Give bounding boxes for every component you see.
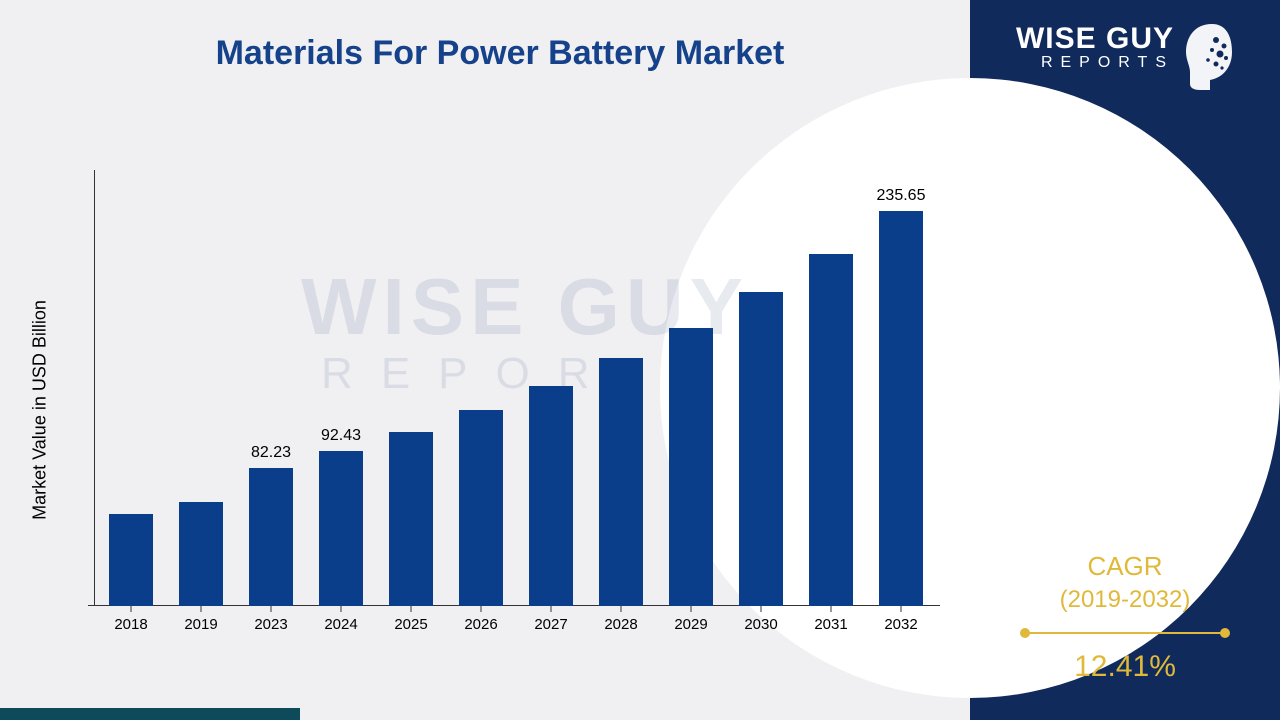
- bar: [389, 432, 433, 606]
- x-tick-mark: [481, 606, 482, 612]
- x-tick-mark: [691, 606, 692, 612]
- bar-slot: 2030: [728, 170, 794, 606]
- bar: [599, 358, 643, 606]
- bar: [739, 292, 783, 606]
- plot-area: 2018201982.23202392.43202420252026202720…: [94, 170, 940, 606]
- x-tick-label: 2029: [658, 606, 724, 633]
- bar-slot: 2028: [588, 170, 654, 606]
- bar-slot: 82.232023: [238, 170, 304, 606]
- bar-value-label: 92.43: [308, 427, 374, 445]
- x-tick-mark: [551, 606, 552, 612]
- bar: [809, 254, 853, 606]
- x-tick-mark: [621, 606, 622, 612]
- brand-logo: WISE GUY REPORTS: [1000, 22, 1240, 92]
- x-tick-mark: [201, 606, 202, 612]
- x-tick-mark: [761, 606, 762, 612]
- bar: [179, 502, 223, 606]
- bar-slot: 2027: [518, 170, 584, 606]
- x-tick-label: 2028: [588, 606, 654, 633]
- bar-slot: 235.652032: [868, 170, 934, 606]
- bar-slot: 2026: [448, 170, 514, 606]
- chart-title: Materials For Power Battery Market: [60, 34, 940, 73]
- x-tick-mark: [271, 606, 272, 612]
- x-tick-label: 2031: [798, 606, 864, 633]
- brand-text: WISE GUY REPORTS: [1016, 22, 1174, 72]
- bar: [529, 386, 573, 606]
- bar: [109, 514, 153, 606]
- bar: [249, 468, 293, 606]
- x-tick-label: 2032: [868, 606, 934, 633]
- x-tick-label: 2018: [98, 606, 164, 633]
- bar: [669, 328, 713, 606]
- bars-container: 2018201982.23202392.43202420252026202720…: [94, 170, 940, 606]
- bar-value-label: 82.23: [238, 444, 304, 462]
- x-tick-label: 2027: [518, 606, 584, 633]
- bar-slot: 2031: [798, 170, 864, 606]
- x-tick-label: 2026: [448, 606, 514, 633]
- brand-line2: REPORTS: [1016, 54, 1174, 72]
- bar-slot: 2019: [168, 170, 234, 606]
- cagr-period: (2019-2032): [990, 586, 1260, 614]
- x-tick-mark: [341, 606, 342, 612]
- brand-head-icon: [1182, 22, 1240, 92]
- cagr-label: CAGR: [990, 551, 1260, 582]
- cagr-panel: CAGR (2019-2032) 12.41%: [990, 551, 1260, 684]
- brand-line1: WISE GUY: [1016, 22, 1174, 56]
- x-tick-label: 2023: [238, 606, 304, 633]
- bar-slot: 92.432024: [308, 170, 374, 606]
- x-tick-label: 2030: [728, 606, 794, 633]
- bottom-stripe: [0, 708, 300, 720]
- x-tick-mark: [131, 606, 132, 612]
- x-tick-mark: [411, 606, 412, 612]
- bar: [319, 451, 363, 606]
- y-axis-label: Market Value in USD Billion: [30, 300, 51, 520]
- cagr-divider: [1025, 632, 1225, 634]
- x-tick-label: 2025: [378, 606, 444, 633]
- report-graphic: Materials For Power Battery Market WISE …: [0, 0, 1280, 720]
- bar-chart: Market Value in USD Billion 2018201982.2…: [50, 170, 940, 650]
- bar: [879, 211, 923, 606]
- bar-slot: 2018: [98, 170, 164, 606]
- cagr-value: 12.41%: [990, 650, 1260, 684]
- bar-slot: 2029: [658, 170, 724, 606]
- x-tick-label: 2019: [168, 606, 234, 633]
- x-tick-mark: [831, 606, 832, 612]
- x-tick-mark: [901, 606, 902, 612]
- bar-value-label: 235.65: [868, 187, 934, 205]
- bar-slot: 2025: [378, 170, 444, 606]
- bar: [459, 410, 503, 606]
- x-tick-label: 2024: [308, 606, 374, 633]
